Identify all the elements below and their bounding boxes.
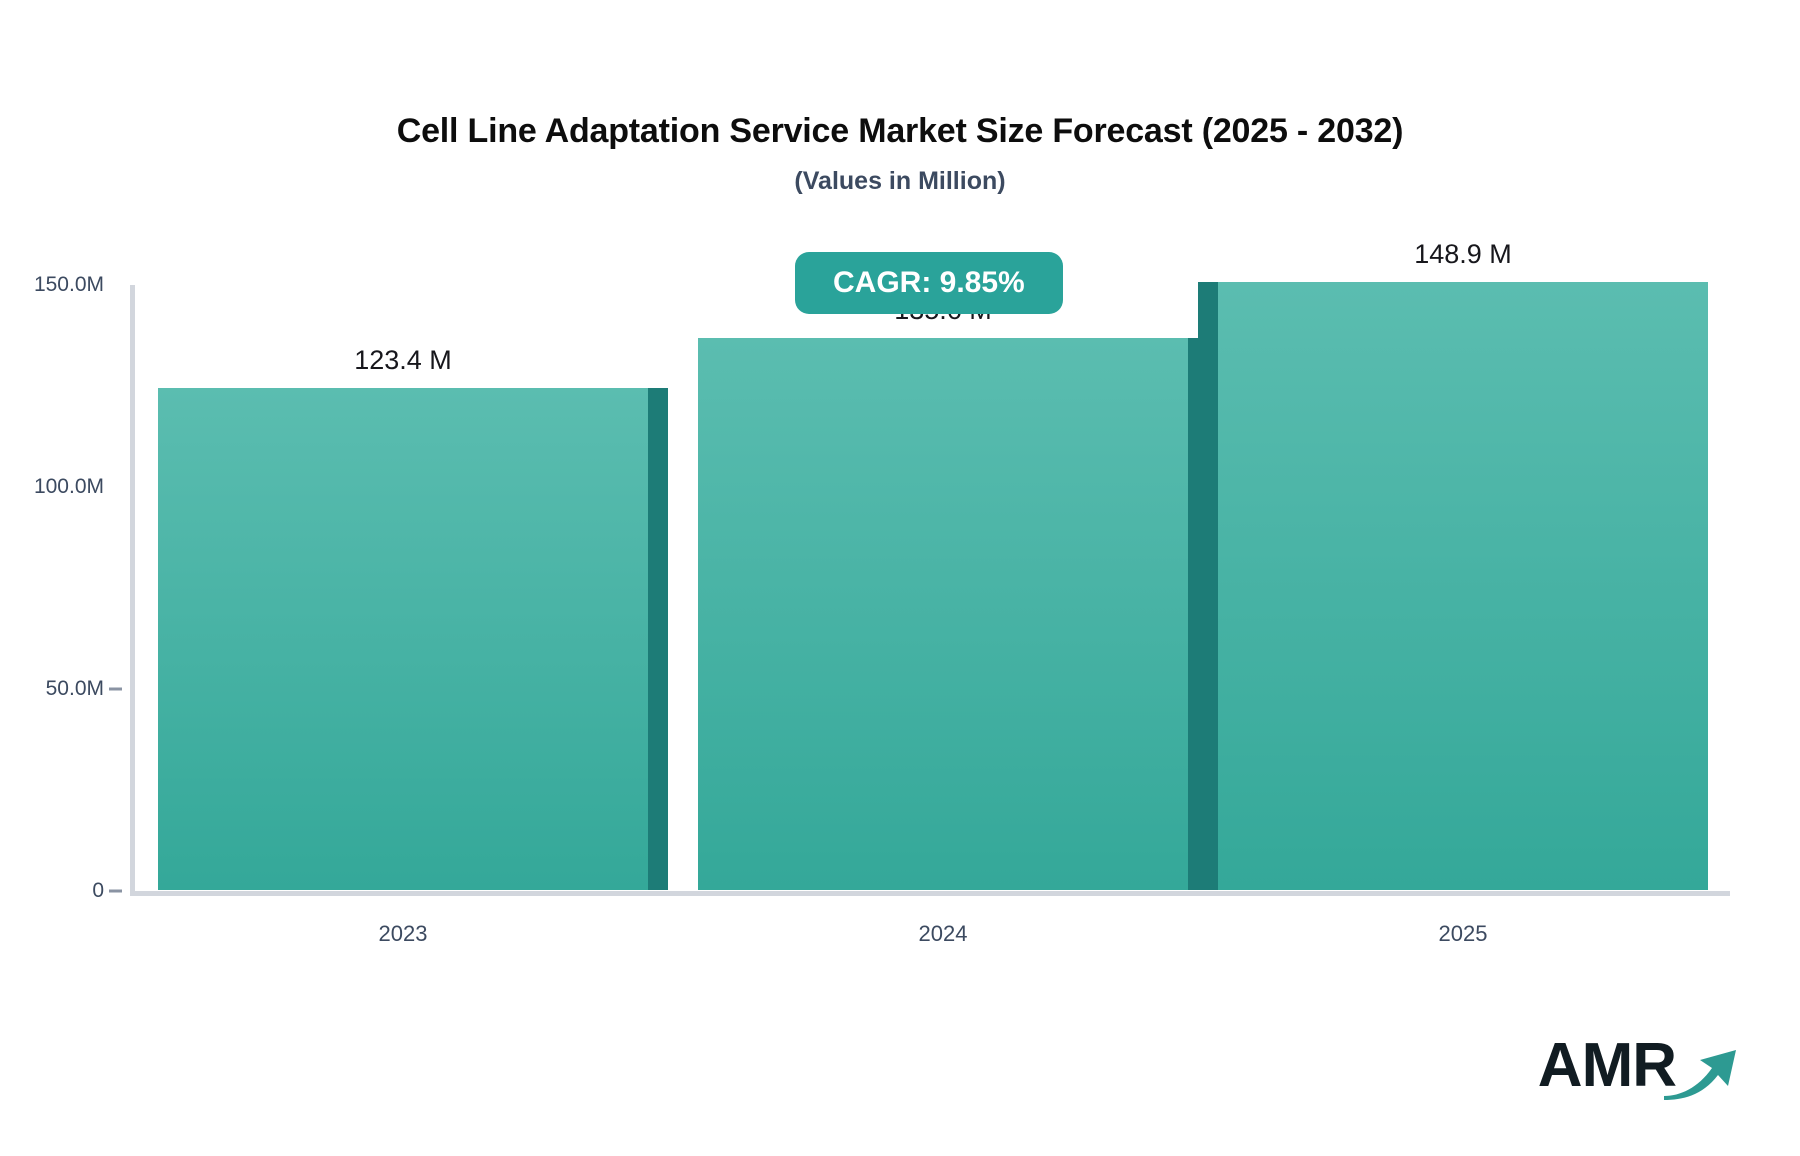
y-tick-dash-50m	[109, 687, 122, 691]
y-axis-spine	[130, 285, 135, 895]
y-tick-label-100m: 100.0M	[33, 475, 104, 498]
y-tick-dash-0	[109, 889, 122, 893]
x-axis-spine	[130, 891, 1730, 896]
bar-2023[interactable]: 123.4 M	[158, 345, 668, 890]
y-tick-label-50m: 50.0M	[45, 677, 104, 700]
bar-2025-face	[1218, 282, 1708, 890]
plot-area: 123.4 M 2023 135.6 M 2024 148.9 M 2025	[130, 239, 1730, 946]
bar-2023-side	[648, 408, 668, 890]
bar-2023-value-label: 123.4 M	[354, 345, 452, 375]
y-axis: 150.0M 100.0M 50.0M 0	[0, 273, 130, 902]
bar-2025[interactable]: 148.9 M	[1198, 239, 1708, 890]
bar-2024-face	[698, 338, 1188, 890]
chart-header: Cell Line Adaptation Service Market Size…	[0, 112, 1800, 196]
bar-2023-face	[158, 388, 648, 890]
bar-2025-value-label: 148.9 M	[1414, 239, 1512, 269]
chart-title: Cell Line Adaptation Service Market Size…	[396, 112, 1404, 150]
chart-subtitle: (Values in Million)	[794, 167, 1006, 196]
y-tick-label-0: 0	[92, 879, 104, 902]
bar-2025-side	[1198, 302, 1218, 890]
growth-arrow-icon	[1662, 1042, 1740, 1105]
x-tick-label-2023: 2023	[378, 921, 428, 946]
bar-2023-bevel	[648, 388, 668, 408]
amr-logo-text: AMR	[1537, 1031, 1677, 1100]
bar-2024[interactable]: 135.6 M	[698, 295, 1208, 890]
bar-2025-bevel	[1198, 282, 1218, 302]
x-tick-label-2025: 2025	[1438, 921, 1488, 946]
y-tick-label-150m: 150.0M	[33, 273, 104, 296]
amr-logo: AMR	[1538, 1031, 1740, 1101]
cagr-badge: CAGR: 9.85%	[795, 252, 1063, 314]
x-tick-label-2024: 2024	[918, 921, 968, 946]
